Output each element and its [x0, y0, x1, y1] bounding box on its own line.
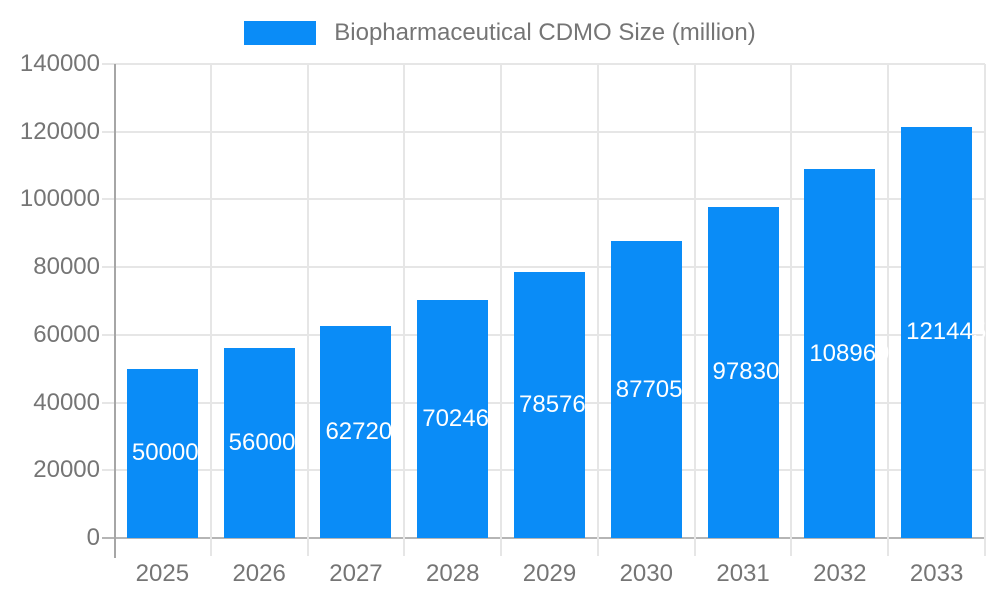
plot-area: 0 20000 40000 60000 80000 100000 120000 140000 5…: [20, 52, 987, 586]
y-axis-tick-label: 0: [86, 524, 100, 551]
gridline: [102, 63, 985, 65]
bar[interactable]: [707, 206, 779, 538]
gridline: [102, 266, 985, 269]
x-axis-tick-label: 2030: [619, 560, 673, 587]
category-separator-line: [887, 64, 890, 556]
x-axis-tick-label: 2026: [232, 560, 286, 587]
y-axis-tick-label: 80000: [33, 253, 100, 281]
bar[interactable]: [417, 300, 489, 538]
x-axis-tick-label: 2029: [522, 560, 577, 587]
x-axis-tick-label: 2033: [909, 560, 964, 587]
x-axis-tick-label: 2027: [329, 560, 383, 587]
bar-value-label: 121445: [906, 318, 987, 346]
bar[interactable]: [901, 126, 973, 538]
category-separator-line: [596, 64, 599, 556]
bar[interactable]: [514, 271, 585, 538]
x-axis-tick-label: 2025: [135, 560, 190, 587]
bar-value-label: 50000: [131, 439, 199, 467]
gridline: [102, 130, 985, 133]
bar[interactable]: [610, 241, 682, 538]
y-axis-line: [114, 64, 116, 558]
y-axis-tick-label: 40000: [33, 388, 100, 416]
category-separator-line: [500, 64, 503, 556]
bar[interactable]: [804, 169, 876, 538]
category-separator-line: [984, 64, 986, 556]
category-separator-line: [403, 64, 406, 556]
category-separator-line: [209, 64, 212, 556]
y-axis-tick-label: 60000: [33, 320, 100, 348]
y-axis-tick-label: 140000: [19, 50, 100, 77]
gridline: [102, 198, 985, 201]
bar-value-label: 56000: [228, 429, 296, 457]
bar[interactable]: [126, 368, 198, 538]
legend: Biopharmaceutical CDMO Size (million): [0, 19, 1000, 47]
x-axis-baseline: [102, 537, 985, 539]
bar-value-label: 87705: [615, 375, 683, 403]
category-separator-line: [306, 64, 309, 556]
legend-label: Biopharmaceutical CDMO Size (million): [334, 19, 756, 46]
bar-value-label: 78576: [519, 390, 586, 418]
x-axis-tick-label: 2032: [813, 560, 867, 587]
category-separator-line: [790, 64, 793, 556]
bar-value-label: 108969: [809, 339, 890, 367]
x-axis-tick-label: 2028: [426, 560, 480, 587]
x-axis-tick-label: 2031: [716, 560, 770, 587]
bar-value-label: 70246: [422, 405, 489, 433]
bar-value-label: 97830: [712, 358, 780, 386]
legend-swatch: [244, 21, 317, 45]
bar[interactable]: [320, 325, 392, 538]
bar[interactable]: [223, 348, 295, 538]
bar-value-label: 62720: [325, 417, 393, 445]
y-axis-tick-label: 100000: [19, 185, 100, 213]
y-axis-tick-label: 120000: [19, 117, 100, 145]
category-separator-line: [693, 64, 696, 556]
y-axis-tick-label: 20000: [33, 456, 100, 484]
